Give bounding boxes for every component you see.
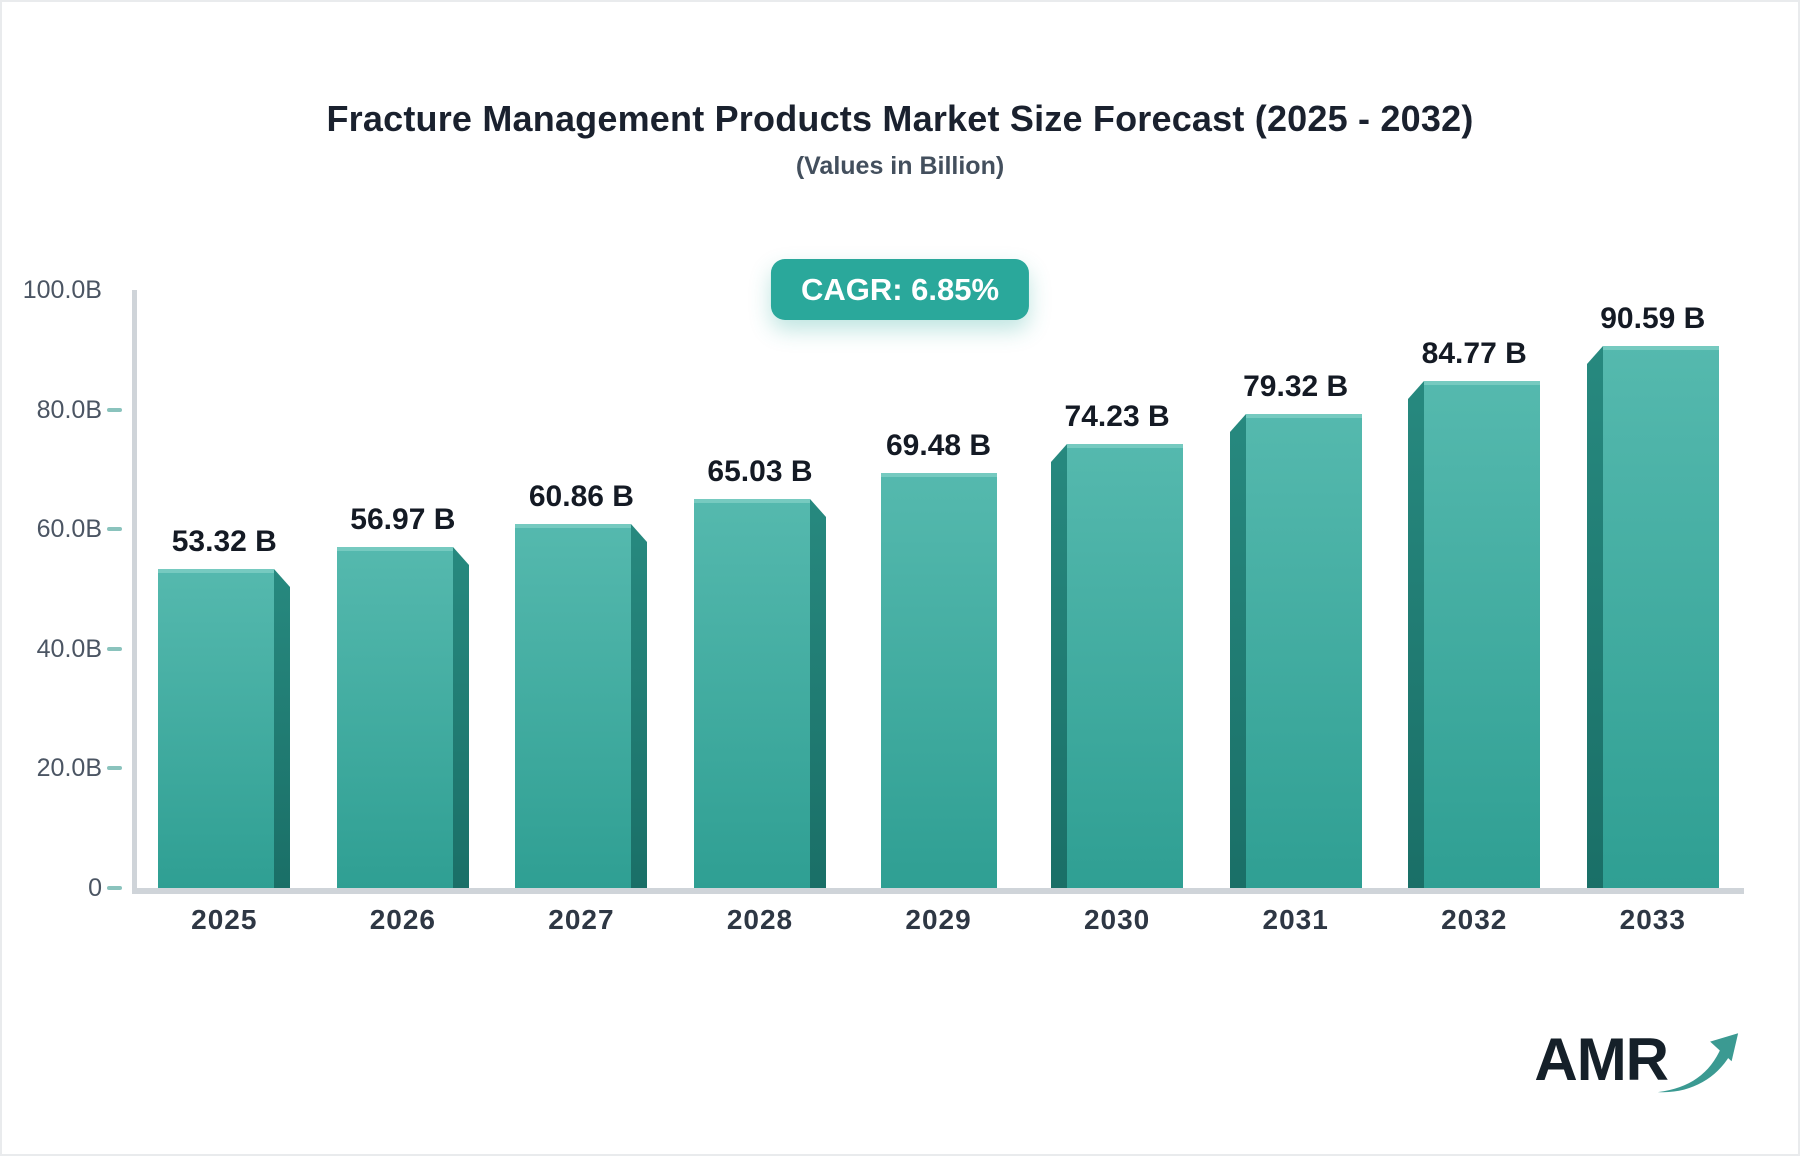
bar-value-label: 79.32 B: [1243, 370, 1349, 403]
bar-slot: 69.48 B: [849, 290, 1028, 888]
y-axis-tick: [107, 527, 122, 532]
bar-slot: 60.86 B: [492, 290, 671, 888]
bar-value-label: 53.32 B: [171, 525, 277, 558]
x-axis-label: 2025: [191, 904, 258, 935]
bar-2029: [880, 473, 997, 888]
trending-up-arrow-icon: [1656, 1032, 1740, 1103]
bar-value-label: 60.86 B: [528, 480, 634, 513]
bar-slot: 84.77 B: [1385, 290, 1564, 888]
bar-slot: 65.03 B: [671, 290, 850, 888]
y-axis-label: 0: [88, 874, 102, 902]
x-axis-label: 2030: [1083, 904, 1151, 935]
bar-2031: [1229, 414, 1362, 888]
bar-value-label: 56.97 B: [350, 503, 456, 536]
x-axis-labels: 2025 2026 2027 2028 2029 2030 2031 2032 2033: [135, 904, 1742, 936]
bar-value-label: 90.59 B: [1600, 302, 1706, 335]
chart-title: Fracture Management Products Market Size…: [326, 98, 1474, 139]
bar-2030: [1051, 444, 1184, 888]
bar-value-label: 69.48 B: [885, 429, 992, 462]
bar-value-label: 65.03 B: [707, 455, 813, 488]
y-axis-label: 60.0B: [36, 515, 102, 544]
x-axis-label: 2027: [548, 904, 615, 935]
chart-subtitle: (Values in Billion): [795, 152, 1005, 180]
bar-slot: 74.23 B: [1028, 290, 1207, 888]
bar-value-label: 84.77 B: [1421, 337, 1527, 370]
x-axis-line: [132, 888, 1744, 894]
y-axis-tick: [107, 886, 122, 890]
bar-2028: [693, 499, 826, 888]
bar-value-label: 74.23 B: [1064, 400, 1170, 433]
y-axis-label: 80.0B: [36, 395, 102, 424]
bar-slot: 90.59 B: [1564, 290, 1743, 888]
x-axis-label: 2028: [726, 904, 794, 935]
bar-slot: 53.32 B: [135, 290, 314, 888]
x-axis-label: 2032: [1441, 904, 1508, 935]
bar-2025: [158, 569, 291, 888]
y-axis-tick: [107, 766, 122, 771]
bar-2027: [515, 524, 648, 888]
y-axis-tick: [107, 646, 122, 651]
x-axis-label: 2029: [905, 904, 972, 935]
cagr-badge: CAGR: 6.85%: [770, 259, 1030, 320]
plot-area: 53.32 B 56.97 B: [135, 290, 1742, 888]
x-axis-label: 2026: [369, 904, 436, 935]
amr-logo-text: AMR: [1534, 1026, 1669, 1093]
bar-slot: 56.97 B: [314, 290, 493, 888]
bar-2026: [336, 547, 469, 888]
y-axis-label: 20.0B: [36, 754, 102, 783]
bar-slot: 79.32 B: [1206, 290, 1385, 888]
x-axis-label: 2031: [1262, 904, 1329, 935]
x-axis-label: 2033: [1619, 904, 1686, 935]
y-axis-label: 40.0B: [36, 634, 102, 663]
bar-2032: [1408, 381, 1541, 888]
bar-2033: [1586, 346, 1719, 888]
amr-logo: AMR: [1534, 1030, 1740, 1103]
y-axis-line: [132, 290, 137, 894]
y-axis-label: 100.0B: [22, 276, 102, 304]
y-axis-tick: [107, 407, 122, 412]
